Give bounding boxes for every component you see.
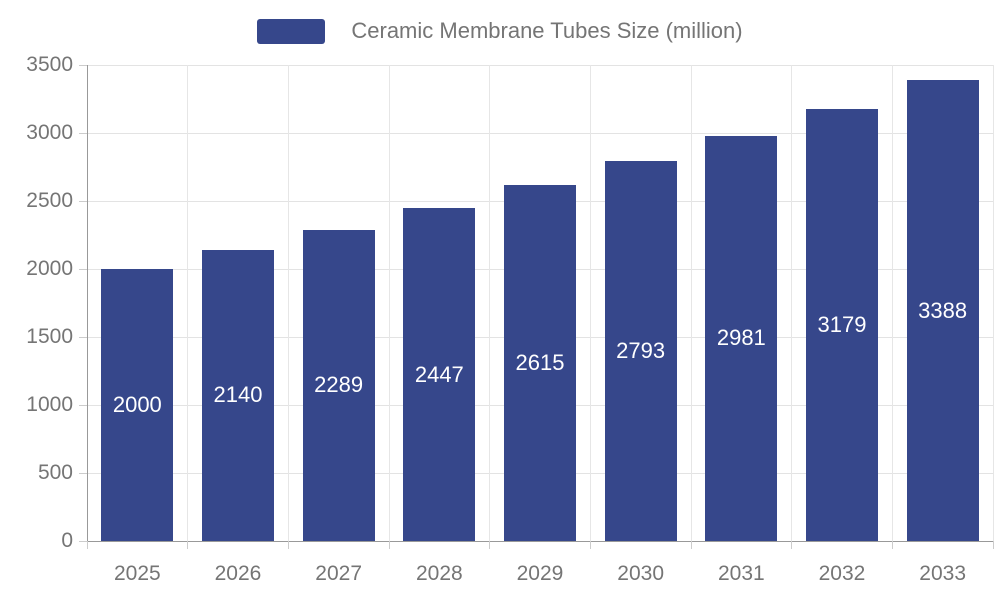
bar-value-label: 3179	[817, 311, 867, 337]
plot-area: 2000 2140 2289 2447 2615 2793 2981 3179 3388	[87, 64, 994, 541]
x-gridline	[992, 65, 994, 541]
y-axis-tick	[79, 132, 87, 134]
y-axis-tick	[79, 64, 87, 66]
y-axis-tick	[79, 268, 87, 270]
y-axis-label: 2500	[26, 189, 73, 212]
x-axis-tick	[489, 541, 491, 549]
x-axis-tick	[992, 541, 994, 549]
x-axis-line	[87, 541, 994, 542]
y-axis-label: 2000	[26, 257, 73, 280]
bar-value-label: 2000	[112, 392, 162, 417]
bar-value-label: 2289	[314, 372, 364, 398]
bar-value-label: 2140	[213, 382, 263, 408]
x-axis-label: 2030	[617, 562, 665, 585]
x-axis-tick	[589, 541, 591, 549]
x-gridline	[891, 65, 893, 541]
y-gridline	[87, 132, 993, 134]
x-gridline	[287, 65, 289, 541]
bar-value-label: 3388	[918, 297, 968, 323]
bar-2030[interactable]: 2793	[604, 161, 677, 541]
y-axis-label: 1000	[26, 393, 73, 416]
x-gridline	[791, 65, 793, 541]
y-axis-tick	[79, 336, 87, 338]
y-axis-tick	[79, 472, 87, 474]
bar-value-label: 2615	[515, 350, 565, 376]
y-axis-label: 1500	[26, 325, 73, 348]
x-axis-label: 2026	[214, 562, 262, 585]
legend-label: Ceramic Membrane Tubes Size (million)	[351, 18, 743, 43]
legend-swatch	[257, 18, 326, 44]
y-axis-label: 3500	[26, 53, 73, 76]
y-axis-line	[87, 65, 88, 541]
y-gridline	[87, 64, 993, 66]
x-axis-label: 2027	[315, 562, 363, 585]
y-axis-tick	[79, 200, 87, 202]
x-axis-tick	[388, 541, 390, 549]
bar-value-label: 2447	[414, 361, 464, 387]
legend-item[interactable]: Ceramic Membrane Tubes Size (million)	[0, 12, 1000, 50]
x-axis-label: 2029	[516, 562, 564, 585]
bar-value-label: 2793	[616, 338, 666, 364]
x-axis-tick	[791, 541, 793, 549]
x-axis-label: 2031	[717, 562, 765, 585]
y-axis-tick	[79, 404, 87, 406]
bar-value-label: 2981	[716, 325, 766, 351]
x-axis-label: 2032	[818, 562, 866, 585]
bar-2029[interactable]: 2615	[504, 185, 576, 541]
x-gridline	[388, 65, 390, 541]
x-axis-label: 2028	[415, 562, 463, 585]
bar-2025[interactable]: 2000	[101, 269, 174, 541]
bar-2028[interactable]: 2447	[403, 208, 476, 541]
bar-2032[interactable]: 3179	[806, 108, 878, 541]
bar-2027[interactable]: 2289	[302, 229, 375, 541]
bar-2033[interactable]: 3388	[906, 80, 979, 541]
bar-2031[interactable]: 2981	[705, 135, 778, 541]
x-gridline	[187, 65, 189, 541]
bar-2026[interactable]: 2140	[202, 249, 274, 541]
x-axis-tick	[86, 541, 88, 549]
y-axis-tick	[79, 540, 87, 542]
y-axis-label: 500	[37, 461, 73, 484]
x-axis-label: 2025	[113, 562, 161, 585]
x-axis-tick	[891, 541, 893, 549]
x-axis-tick	[187, 541, 189, 549]
x-axis-tick	[287, 541, 289, 549]
x-gridline	[589, 65, 591, 541]
x-gridline	[690, 65, 692, 541]
y-axis-label: 0	[61, 529, 73, 552]
y-axis-label: 3000	[26, 121, 73, 144]
x-axis-label: 2033	[919, 562, 967, 585]
x-axis-tick	[690, 541, 692, 549]
x-gridline	[489, 65, 491, 541]
